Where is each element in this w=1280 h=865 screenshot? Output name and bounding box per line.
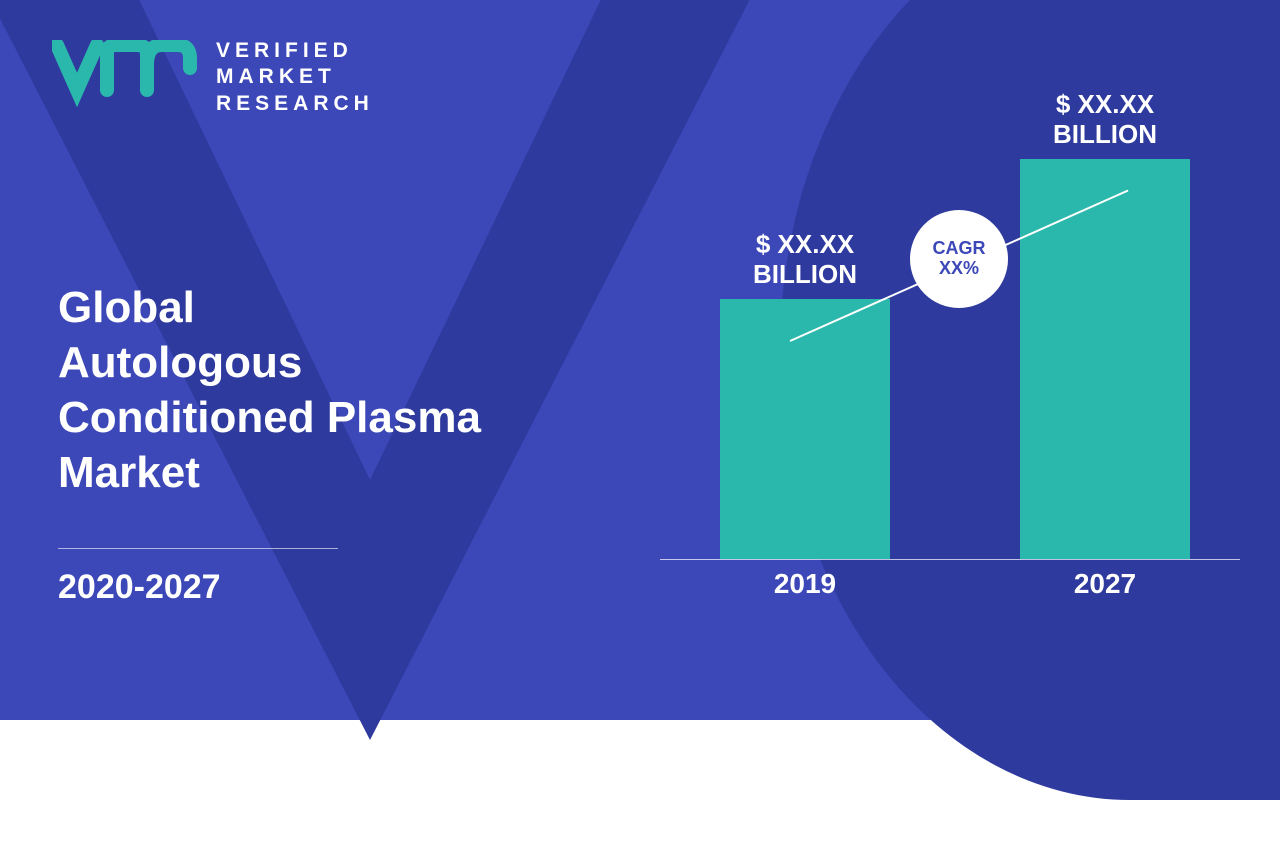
category-label-2027: 2027 xyxy=(1020,568,1190,600)
title-divider xyxy=(58,548,338,549)
value-label-2027: $ XX.XXBILLION xyxy=(1005,90,1205,150)
bar-chart: $ XX.XXBILLION $ XX.XXBILLION CAGR XX% 2… xyxy=(660,50,1240,600)
category-label-2019: 2019 xyxy=(720,568,890,600)
logo: VERIFIED MARKET RESEARCH xyxy=(52,38,374,117)
cagr-badge: CAGR XX% xyxy=(910,210,1008,308)
bar-2019 xyxy=(720,299,890,559)
title-line1: Global xyxy=(58,280,481,335)
title-line4: Market xyxy=(58,445,481,500)
cagr-value: XX% xyxy=(939,259,979,279)
logo-mark-icon xyxy=(52,40,202,115)
title-line3: Conditioned Plasma xyxy=(58,390,481,445)
x-axis xyxy=(660,559,1240,560)
forecast-years: 2020-2027 xyxy=(58,568,221,607)
bar-2027 xyxy=(1020,159,1190,559)
page-title: Global Autologous Conditioned Plasma Mar… xyxy=(58,280,481,500)
value-label-2019: $ XX.XXBILLION xyxy=(705,230,905,290)
logo-text-line1: VERIFIED xyxy=(216,38,374,64)
logo-text: VERIFIED MARKET RESEARCH xyxy=(216,38,374,117)
logo-text-line2: MARKET xyxy=(216,64,374,90)
logo-text-line3: RESEARCH xyxy=(216,91,374,117)
title-line2: Autologous xyxy=(58,335,481,390)
cagr-label: CAGR xyxy=(933,239,986,259)
